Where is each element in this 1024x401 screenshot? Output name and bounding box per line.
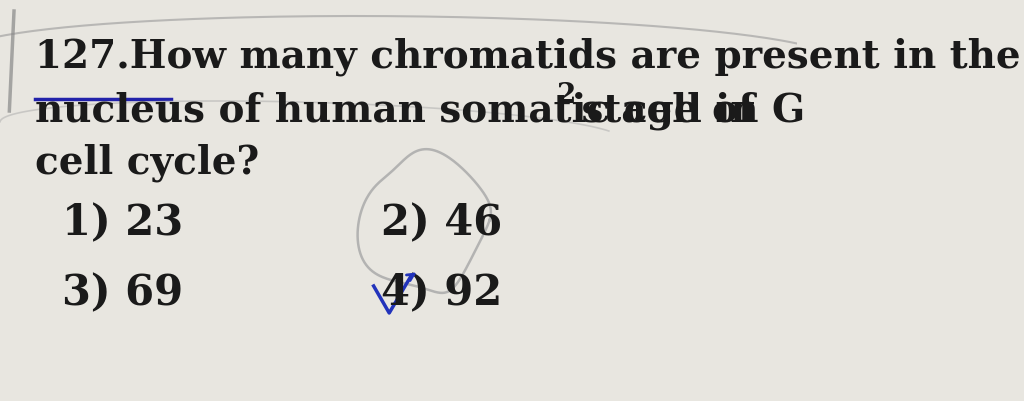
Text: 2) 46: 2) 46: [381, 201, 503, 243]
Text: nucleus of human somatic cell in G: nucleus of human somatic cell in G: [35, 92, 805, 130]
Text: 3) 69: 3) 69: [62, 271, 183, 313]
Text: 2: 2: [557, 82, 575, 109]
Text: 1) 23: 1) 23: [62, 201, 183, 243]
Text: stage of: stage of: [568, 92, 755, 130]
Text: cell cycle?: cell cycle?: [35, 144, 259, 182]
Text: 127.How many chromatids are present in the: 127.How many chromatids are present in t…: [35, 37, 1021, 75]
Text: 4) 92: 4) 92: [381, 271, 503, 313]
